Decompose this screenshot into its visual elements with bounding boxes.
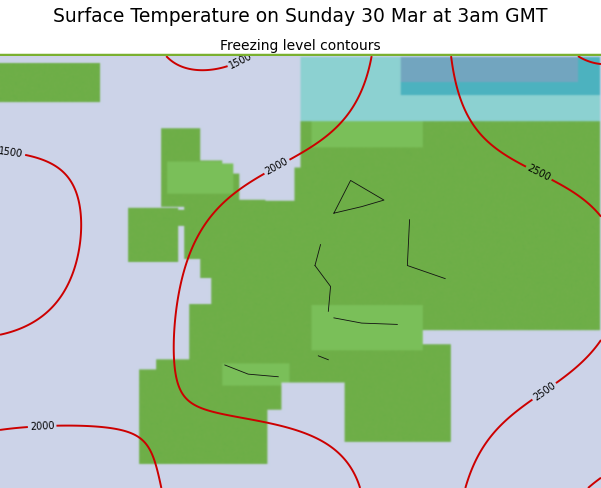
Text: 2000: 2000 [264, 156, 290, 177]
Text: 2000: 2000 [29, 421, 55, 432]
Text: 1500: 1500 [228, 51, 254, 71]
Text: 1500: 1500 [0, 146, 24, 159]
Text: 2500: 2500 [531, 380, 557, 403]
Text: Freezing level contours: Freezing level contours [220, 39, 381, 53]
Text: Surface Temperature on Sunday 30 Mar at 3am GMT: Surface Temperature on Sunday 30 Mar at … [53, 7, 548, 26]
Text: 2500: 2500 [525, 163, 552, 183]
